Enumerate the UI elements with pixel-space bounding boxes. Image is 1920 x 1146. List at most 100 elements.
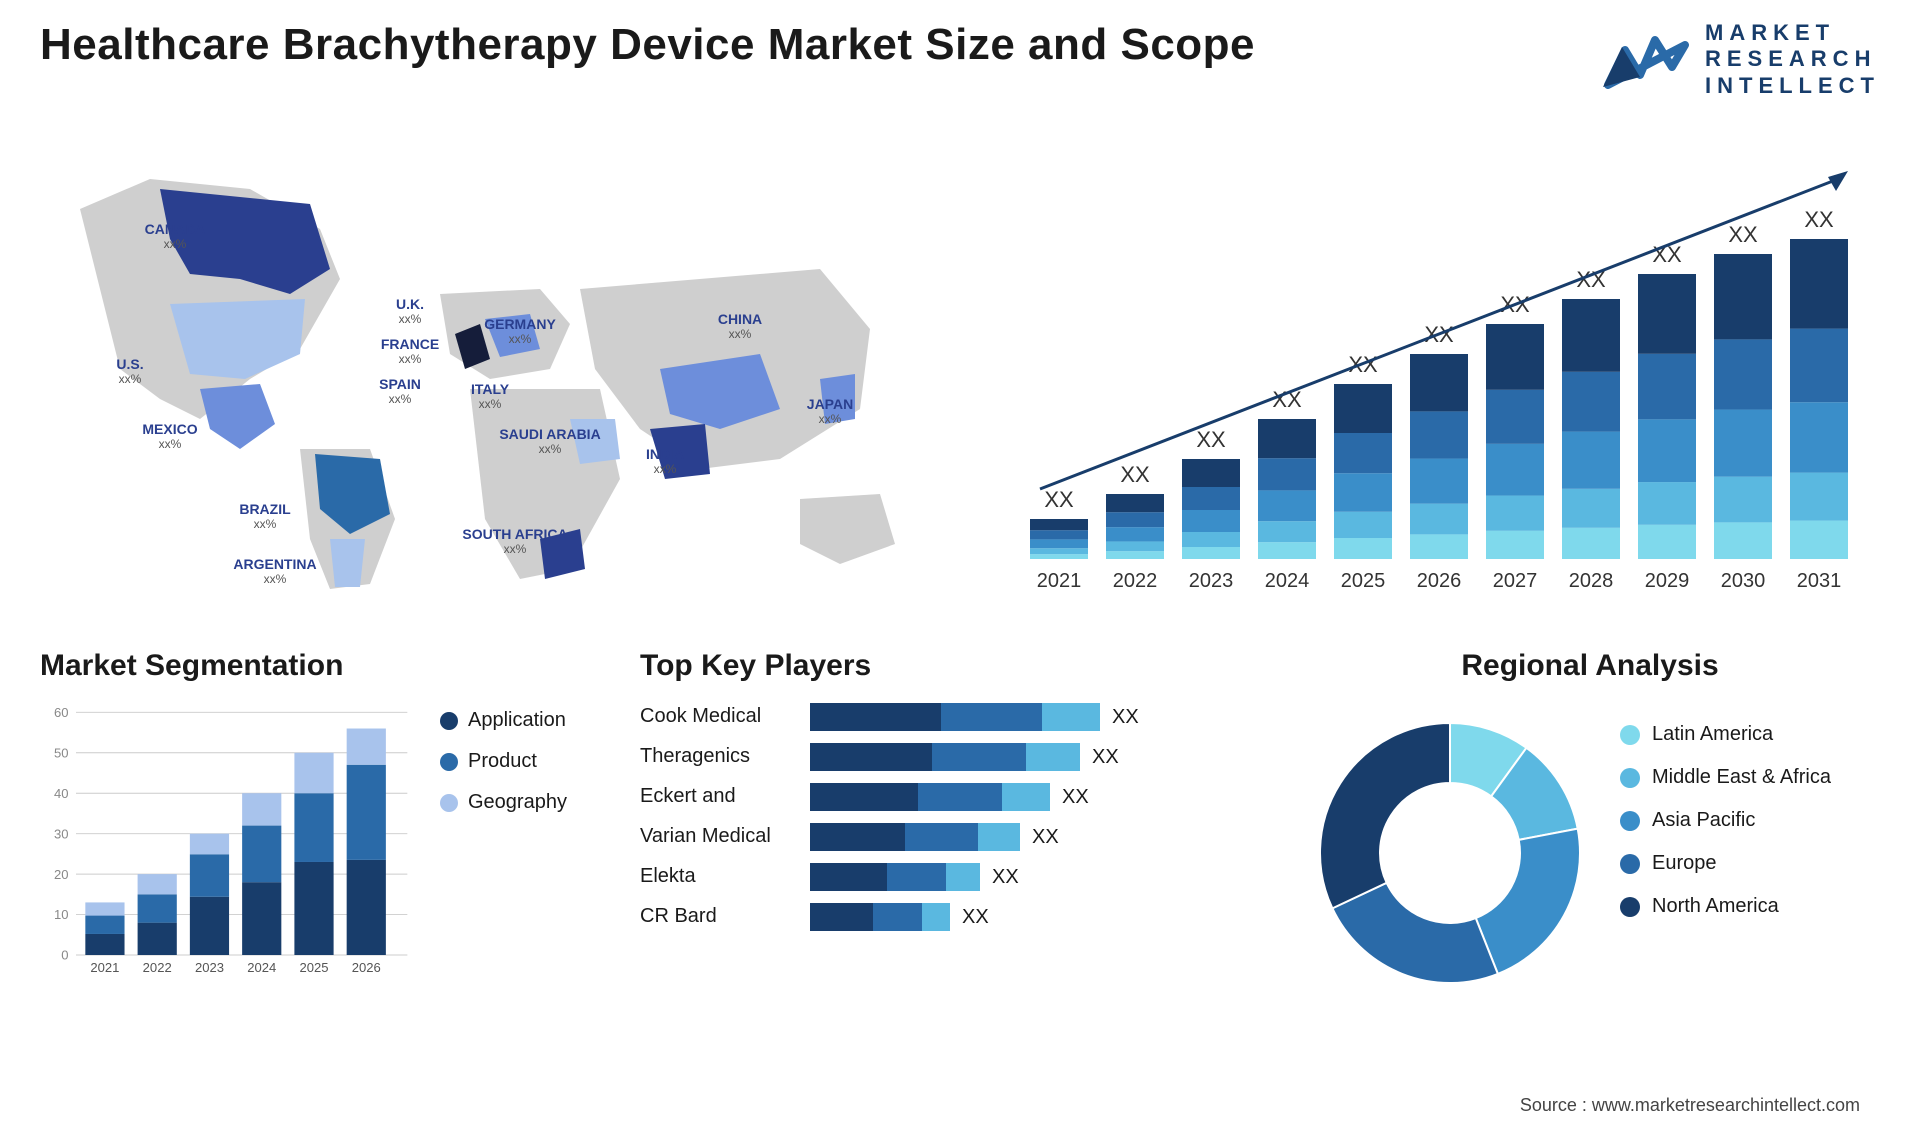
- player-bar-segment: [922, 903, 950, 931]
- brand-logo: MARKET RESEARCH INTELLECT: [1600, 20, 1880, 99]
- svg-text:50: 50: [54, 746, 69, 761]
- seg-bar-segment: [347, 860, 386, 955]
- seg-bar-segment: [347, 765, 386, 860]
- country-pct: xx%: [399, 312, 422, 326]
- player-row: XX: [810, 743, 1260, 771]
- growth-bar-segment: [1182, 532, 1240, 547]
- growth-bar-segment: [1334, 384, 1392, 433]
- player-bar-segment: [887, 863, 947, 891]
- seg-bar-segment: [85, 903, 124, 916]
- svg-text:2025: 2025: [299, 960, 328, 975]
- growth-bar-segment: [1258, 458, 1316, 490]
- country-label: CANADA: [145, 221, 206, 237]
- growth-bar-segment: [1410, 459, 1468, 504]
- legend-swatch: [1620, 725, 1640, 745]
- country-label: BRAZIL: [239, 501, 291, 517]
- country-pct: xx%: [509, 332, 532, 346]
- growth-bar-segment: [1638, 525, 1696, 559]
- region-legend-item: Middle East & Africa: [1620, 766, 1880, 789]
- legend-label: Latin America: [1652, 723, 1773, 746]
- growth-bar-segment: [1790, 521, 1848, 559]
- country-label: SOUTH AFRICA: [462, 526, 567, 542]
- country-pct: xx%: [399, 352, 422, 366]
- segmentation-title: Market Segmentation: [40, 649, 420, 683]
- growth-bar-segment: [1182, 510, 1240, 532]
- svg-text:2023: 2023: [195, 960, 224, 975]
- region-legend-item: Asia Pacific: [1620, 809, 1880, 832]
- growth-bar-segment: [1258, 542, 1316, 559]
- legend-label: Europe: [1652, 852, 1717, 875]
- player-bar-segment: [1002, 783, 1050, 811]
- legend-label: Product: [468, 750, 537, 773]
- player-bar-segment: [1026, 743, 1080, 771]
- growth-bar-segment: [1334, 538, 1392, 559]
- growth-bar-segment: [1410, 504, 1468, 535]
- country-label: SAUDI ARABIA: [499, 426, 600, 442]
- country-pct: xx%: [264, 572, 287, 586]
- growth-bar-value: XX: [1044, 487, 1074, 512]
- player-bar-segment: [873, 903, 922, 931]
- svg-text:20: 20: [54, 867, 69, 882]
- growth-bar-segment: [1182, 547, 1240, 559]
- legend-label: North America: [1652, 895, 1779, 918]
- svg-text:2022: 2022: [143, 960, 172, 975]
- player-value: XX: [1032, 826, 1059, 849]
- player-label: Elekta: [640, 865, 800, 893]
- segmentation-legend: ApplicationProductGeography: [440, 649, 600, 1029]
- legend-label: Geography: [468, 791, 567, 814]
- country-label: JAPAN: [807, 396, 853, 412]
- player-value: XX: [1062, 786, 1089, 809]
- growth-bar-value: XX: [1804, 207, 1834, 232]
- growth-bar-segment: [1562, 432, 1620, 489]
- country-pct: xx%: [479, 397, 502, 411]
- growth-bar-segment: [1486, 444, 1544, 496]
- player-value: XX: [992, 866, 1019, 889]
- growth-bar-segment: [1562, 528, 1620, 559]
- growth-bar-segment: [1106, 551, 1164, 559]
- players-labels: Cook MedicalTheragenicsEckert andVarian …: [640, 703, 800, 933]
- seg-bar-segment: [138, 923, 177, 955]
- seg-bar-segment: [242, 826, 281, 883]
- country-pct: xx%: [389, 392, 412, 406]
- legend-swatch: [1620, 768, 1640, 788]
- legend-swatch: [440, 794, 458, 812]
- growth-bar-value: XX: [1196, 427, 1226, 452]
- seg-bar-segment: [242, 793, 281, 825]
- growth-year-label: 2022: [1113, 570, 1158, 592]
- growth-bar-value: XX: [1272, 387, 1302, 412]
- growth-bar-segment: [1562, 372, 1620, 432]
- growth-bar-segment: [1486, 496, 1544, 531]
- country-label: U.K.: [396, 296, 424, 312]
- player-bar-segment: [932, 743, 1027, 771]
- legend-swatch: [440, 712, 458, 730]
- region-legend-item: Europe: [1620, 852, 1880, 875]
- world-map-svg: CANADAxx%U.S.xx%MEXICOxx%BRAZILxx%ARGENT…: [40, 119, 960, 599]
- donut-slice: [1320, 723, 1450, 908]
- country-pct: xx%: [254, 517, 277, 531]
- growth-bar-segment: [1030, 519, 1088, 530]
- growth-bar-segment: [1790, 473, 1848, 521]
- legend-swatch: [1620, 811, 1640, 831]
- growth-chart-panel: XXXXXXXXXXXXXXXXXXXXXX 20212022202320242…: [1000, 119, 1880, 599]
- growth-year-label: 2028: [1569, 570, 1614, 592]
- legend-swatch: [1620, 897, 1640, 917]
- segmentation-panel: Market Segmentation 0102030405060 202120…: [40, 649, 600, 1029]
- country-label: ITALY: [471, 381, 510, 397]
- regional-panel: Regional Analysis Latin AmericaMiddle Ea…: [1300, 649, 1880, 1029]
- player-value: XX: [1092, 746, 1119, 769]
- growth-bar-segment: [1790, 329, 1848, 403]
- regional-legend: Latin America Middle East & Africa Asia Pa…: [1620, 703, 1880, 1008]
- country-pct: xx%: [654, 462, 677, 476]
- growth-bar-segment: [1638, 482, 1696, 525]
- growth-bar-segment: [1790, 402, 1848, 472]
- growth-bar-segment: [1562, 299, 1620, 372]
- players-bars: XXXXXXXXXXXX: [810, 703, 1260, 933]
- growth-year-label: 2021: [1037, 570, 1082, 592]
- regional-donut-chart: [1300, 703, 1600, 1003]
- trend-arrow-head: [1828, 171, 1848, 191]
- country-label: U.S.: [116, 356, 143, 372]
- growth-bar-segment: [1182, 487, 1240, 510]
- country-pct: xx%: [504, 542, 527, 556]
- source-attribution: Source : www.marketresearchintellect.com: [1520, 1095, 1860, 1116]
- player-value: XX: [1112, 706, 1139, 729]
